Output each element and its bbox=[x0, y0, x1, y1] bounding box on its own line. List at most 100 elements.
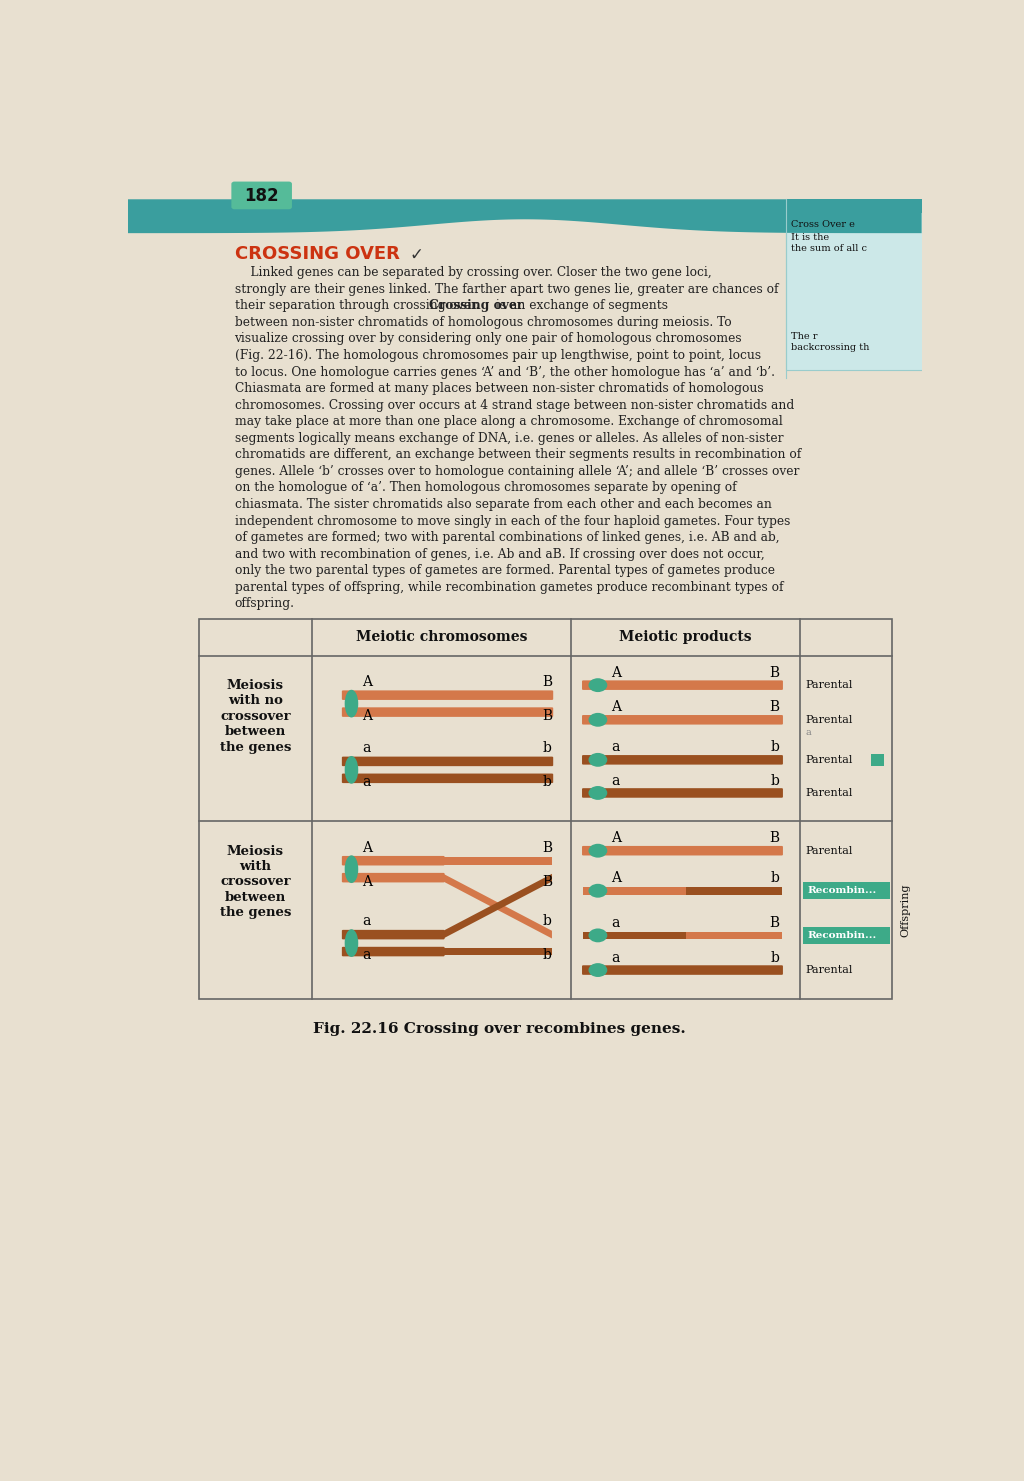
FancyBboxPatch shape bbox=[342, 773, 553, 783]
Text: backcrossing th: backcrossing th bbox=[792, 344, 869, 352]
Text: between non-sister chromatids of homologous chromosomes during meiosis. To: between non-sister chromatids of homolog… bbox=[234, 315, 731, 329]
Polygon shape bbox=[443, 857, 552, 865]
FancyBboxPatch shape bbox=[582, 680, 783, 690]
Text: with: with bbox=[240, 860, 271, 872]
Text: a: a bbox=[611, 951, 620, 964]
FancyBboxPatch shape bbox=[582, 966, 783, 974]
Text: crossover: crossover bbox=[220, 709, 291, 723]
Text: Parental: Parental bbox=[806, 846, 853, 856]
Text: Offspring: Offspring bbox=[901, 883, 910, 937]
FancyBboxPatch shape bbox=[582, 788, 783, 798]
Bar bbox=[686, 932, 781, 939]
Circle shape bbox=[589, 752, 607, 767]
Text: Parental: Parental bbox=[806, 966, 853, 974]
Text: may take place at more than one place along a chromosome. Exchange of chromosoma: may take place at more than one place al… bbox=[234, 415, 782, 428]
Text: the genes: the genes bbox=[220, 740, 291, 754]
Text: B: B bbox=[542, 875, 552, 889]
Text: B: B bbox=[769, 917, 779, 930]
Bar bbox=[871, 754, 884, 766]
Text: A: A bbox=[361, 675, 372, 689]
Circle shape bbox=[589, 786, 607, 800]
Text: b: b bbox=[771, 740, 779, 754]
FancyBboxPatch shape bbox=[342, 708, 553, 717]
Bar bbox=[199, 619, 892, 998]
Text: Parental: Parental bbox=[806, 715, 853, 724]
FancyBboxPatch shape bbox=[342, 930, 444, 939]
Text: of gametes are formed; two with parental combinations of linked genes, i.e. AB a: of gametes are formed; two with parental… bbox=[234, 532, 779, 544]
Text: b: b bbox=[771, 871, 779, 886]
Bar bbox=[785, 201, 927, 370]
Text: genes. Allele ‘b’ crosses over to homologue containing allele ‘A’; and allele ‘B: genes. Allele ‘b’ crosses over to homolo… bbox=[234, 465, 799, 478]
FancyBboxPatch shape bbox=[342, 946, 444, 957]
Circle shape bbox=[589, 963, 607, 977]
Text: strongly are their genes linked. The farther apart two genes lie, greater are ch: strongly are their genes linked. The far… bbox=[234, 283, 778, 296]
Text: A: A bbox=[361, 875, 372, 889]
Text: Parental: Parental bbox=[806, 788, 853, 798]
Text: A: A bbox=[611, 701, 622, 714]
Text: Linked genes can be separated by crossing over. Closer the two gene loci,: Linked genes can be separated by crossin… bbox=[234, 267, 712, 280]
Text: Fig. 22.16 Crossing over recombines genes.: Fig. 22.16 Crossing over recombines gene… bbox=[313, 1022, 686, 1035]
Polygon shape bbox=[128, 200, 922, 233]
Text: 182: 182 bbox=[245, 187, 279, 206]
Text: Meiotic products: Meiotic products bbox=[620, 631, 752, 644]
Text: visualize crossing over by considering only one pair of homologous chromosomes: visualize crossing over by considering o… bbox=[234, 333, 742, 345]
Text: between: between bbox=[225, 890, 286, 903]
Text: ✓: ✓ bbox=[410, 246, 424, 264]
Text: chiasmata. The sister chromatids also separate from each other and each becomes : chiasmata. The sister chromatids also se… bbox=[234, 498, 771, 511]
FancyBboxPatch shape bbox=[582, 846, 783, 856]
Text: a: a bbox=[361, 914, 371, 929]
FancyBboxPatch shape bbox=[231, 182, 292, 209]
FancyBboxPatch shape bbox=[342, 690, 553, 701]
Text: the genes: the genes bbox=[220, 906, 291, 920]
Text: a: a bbox=[806, 727, 811, 736]
Text: offspring.: offspring. bbox=[234, 597, 295, 610]
Circle shape bbox=[589, 884, 607, 897]
Text: B: B bbox=[769, 666, 779, 680]
Text: A: A bbox=[611, 871, 622, 886]
Circle shape bbox=[589, 678, 607, 692]
Text: the sum of all c: the sum of all c bbox=[792, 244, 867, 253]
Text: chromosomes. Crossing over occurs at 4 strand stage between non-sister chromatid: chromosomes. Crossing over occurs at 4 s… bbox=[234, 398, 794, 412]
Text: segments logically means exchange of DNA, i.e. genes or alleles. As alleles of n: segments logically means exchange of DNA… bbox=[234, 432, 783, 444]
Polygon shape bbox=[443, 874, 552, 939]
Text: Cross Over e: Cross Over e bbox=[792, 221, 855, 230]
Text: b: b bbox=[771, 773, 779, 788]
Circle shape bbox=[589, 844, 607, 857]
Text: on the homologue of ‘a’. Then homologous chromosomes separate by opening of: on the homologue of ‘a’. Then homologous… bbox=[234, 481, 736, 495]
Text: CROSSING OVER: CROSSING OVER bbox=[234, 246, 399, 264]
Text: The r: The r bbox=[792, 332, 817, 341]
Text: A: A bbox=[611, 831, 622, 846]
Text: A: A bbox=[611, 666, 622, 680]
Text: Meiosis: Meiosis bbox=[227, 844, 284, 857]
Circle shape bbox=[589, 929, 607, 942]
Text: Recombin...: Recombin... bbox=[808, 932, 877, 940]
Text: b: b bbox=[771, 951, 779, 964]
Text: Meiosis: Meiosis bbox=[227, 678, 284, 692]
Text: (Fig. 22-16). The homologous chromosomes pair up lengthwise, point to point, loc: (Fig. 22-16). The homologous chromosomes… bbox=[234, 350, 761, 361]
Text: Chiasmata are formed at many places between non-sister chromatids of homologous: Chiasmata are formed at many places betw… bbox=[234, 382, 763, 395]
Bar bbox=[584, 932, 686, 939]
Text: a: a bbox=[611, 740, 620, 754]
Text: a: a bbox=[611, 773, 620, 788]
Text: a: a bbox=[611, 917, 620, 930]
Bar bbox=[584, 887, 686, 895]
FancyBboxPatch shape bbox=[582, 715, 783, 724]
Bar bbox=[686, 887, 781, 895]
Text: Meiotic chromosomes: Meiotic chromosomes bbox=[355, 631, 527, 644]
Text: only the two parental types of gametes are formed. Parental types of gametes pro: only the two parental types of gametes a… bbox=[234, 564, 774, 578]
Text: between: between bbox=[225, 726, 286, 738]
Ellipse shape bbox=[345, 929, 358, 957]
Text: Parental: Parental bbox=[806, 680, 853, 690]
FancyBboxPatch shape bbox=[582, 755, 783, 764]
Text: parental types of offspring, while recombination gametes produce recombinant typ: parental types of offspring, while recom… bbox=[234, 581, 783, 594]
Ellipse shape bbox=[345, 755, 358, 783]
Text: crossover: crossover bbox=[220, 875, 291, 889]
Ellipse shape bbox=[345, 690, 358, 717]
FancyBboxPatch shape bbox=[803, 927, 890, 943]
Ellipse shape bbox=[345, 856, 358, 883]
Text: B: B bbox=[769, 701, 779, 714]
Text: b: b bbox=[543, 948, 552, 963]
Text: a: a bbox=[361, 775, 371, 789]
Text: b: b bbox=[543, 775, 552, 789]
Text: chromatids are different, an exchange between their segments results in recombin: chromatids are different, an exchange be… bbox=[234, 449, 801, 462]
